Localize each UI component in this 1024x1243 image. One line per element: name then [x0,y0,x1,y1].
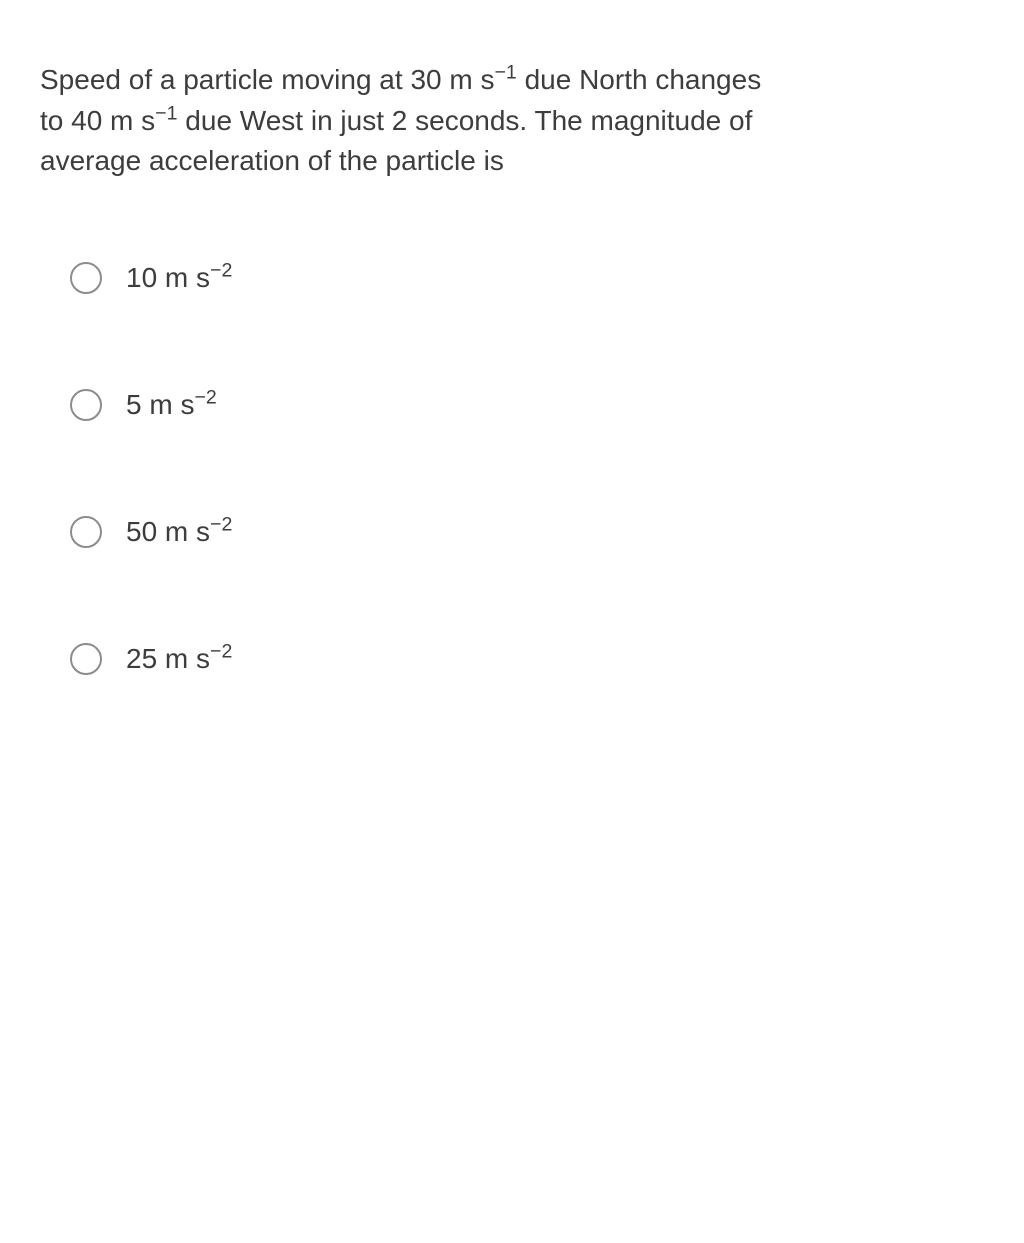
option-value: 50 m s [126,516,210,547]
question-line1-part2: due North changes [517,64,761,95]
option-row[interactable]: 25 m s−2 [70,643,984,675]
radio-icon[interactable] [70,262,102,294]
option-sup: −2 [210,259,232,281]
option-value: 5 m s [126,389,194,420]
option-value: 10 m s [126,262,210,293]
question-text: Speed of a particle moving at 30 m s−1 d… [40,60,984,182]
radio-icon[interactable] [70,389,102,421]
options-container: 10 m s−2 5 m s−2 50 m s−2 25 m s−2 [40,262,984,675]
option-row[interactable]: 5 m s−2 [70,389,984,421]
option-label: 25 m s−2 [126,643,232,675]
question-line1-sup: −1 [494,62,516,84]
option-row[interactable]: 10 m s−2 [70,262,984,294]
question-line2-part2: due West in just 2 seconds. The magnitud… [178,105,753,136]
option-value: 25 m s [126,643,210,674]
option-label: 5 m s−2 [126,389,217,421]
question-line2-sup: −1 [155,102,177,124]
option-row[interactable]: 50 m s−2 [70,516,984,548]
radio-icon[interactable] [70,516,102,548]
option-sup: −2 [210,513,232,535]
question-line1-part1: Speed of a particle moving at 30 m s [40,64,494,95]
option-label: 50 m s−2 [126,516,232,548]
option-sup: −2 [194,386,216,408]
question-line3: average acceleration of the particle is [40,145,504,176]
question-line2-part1: to 40 m s [40,105,155,136]
option-sup: −2 [210,640,232,662]
radio-icon[interactable] [70,643,102,675]
option-label: 10 m s−2 [126,262,232,294]
